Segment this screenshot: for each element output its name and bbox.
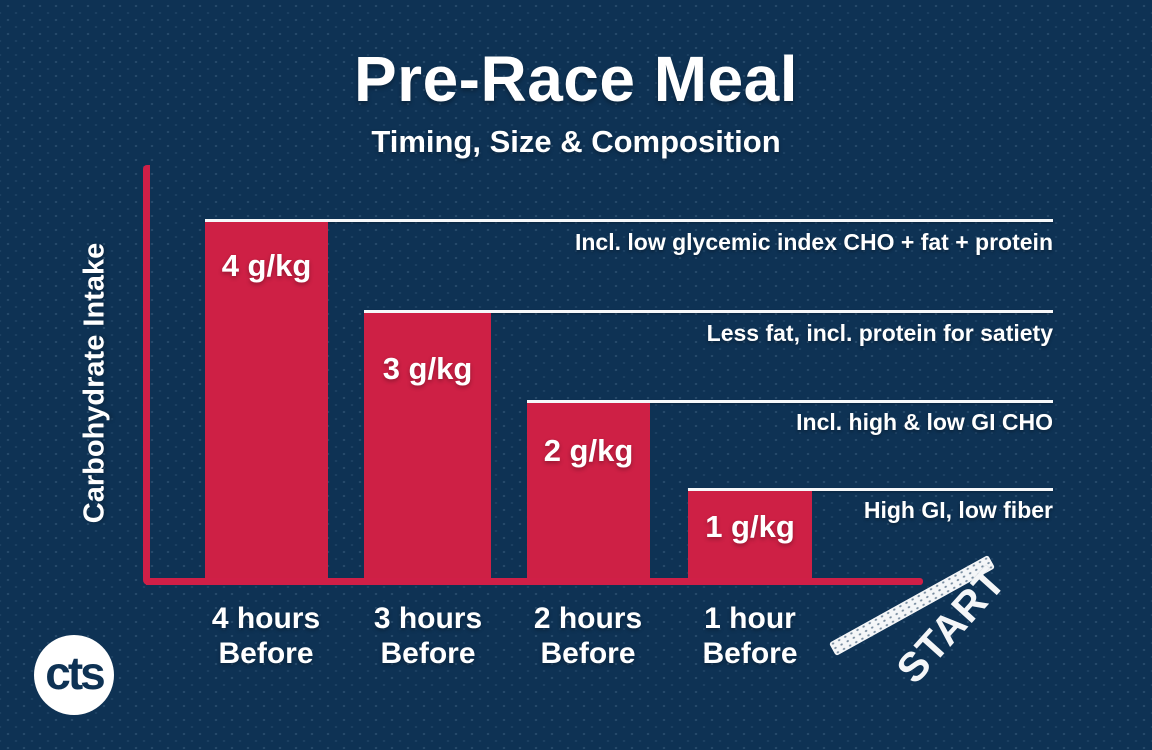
bar-1-hour: 1 g/kg — [688, 491, 812, 578]
bar-value-label: 3 g/kg — [382, 351, 473, 386]
bar-annotation: Incl. high & low GI CHO — [796, 409, 1053, 435]
bar-annotation: Incl. low glycemic index CHO + fat + pro… — [574, 229, 1053, 255]
y-axis-label: Carbohydrate Intake — [78, 242, 111, 524]
bar-value-label: 2 g/kg — [543, 433, 634, 468]
bar-value-label: 4 g/kg — [221, 248, 312, 283]
bar-top-line — [527, 400, 1053, 403]
bar-top-line — [205, 219, 1053, 222]
bar-4-hours: 4 g/kg — [205, 222, 328, 578]
bar-top-line — [688, 488, 1053, 491]
bar-annotation: Less fat, incl. protein for satiety — [706, 320, 1053, 346]
bar-3-hours: 3 g/kg — [364, 313, 491, 578]
page-title: Pre-Race Meal — [353, 43, 799, 115]
start-label: START — [887, 558, 1015, 692]
category-label: 2 hours Before — [533, 602, 643, 670]
bar-annotation: High GI, low fiber — [863, 497, 1053, 523]
category-label: 1 hour Before — [702, 602, 798, 670]
bar-top-line — [364, 310, 1053, 313]
bar-value-label: 1 g/kg — [705, 509, 795, 544]
page-subtitle: Timing, Size & Composition — [371, 124, 781, 159]
category-label: 4 hours Before — [211, 602, 321, 670]
y-axis-line — [143, 165, 150, 585]
bar-2-hours: 2 g/kg — [527, 403, 650, 578]
cts-logo: cts — [34, 635, 114, 715]
category-label: 3 hours Before — [373, 602, 483, 670]
cts-logo-text: cts — [45, 647, 106, 699]
x-axis-line — [146, 578, 923, 585]
